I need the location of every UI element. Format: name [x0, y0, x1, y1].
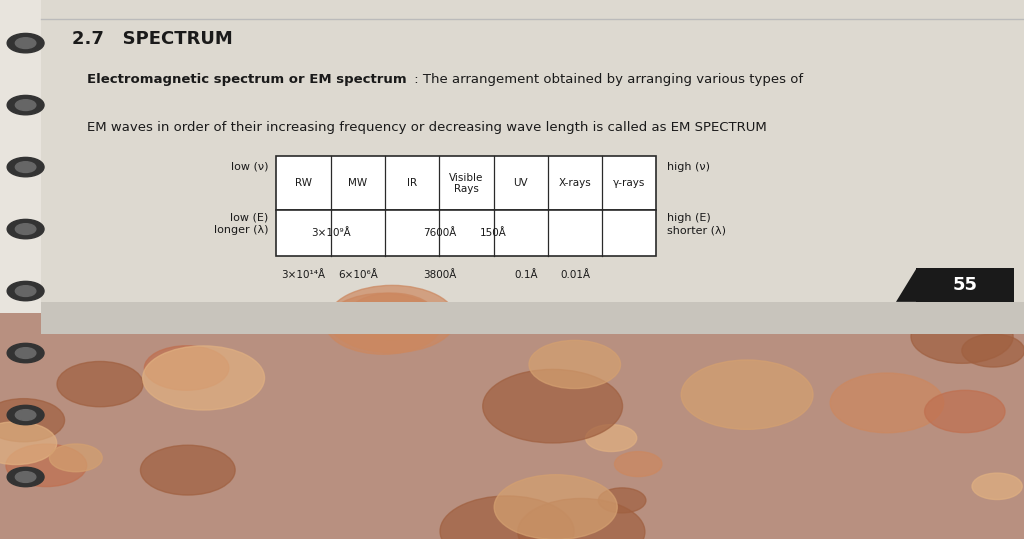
- Circle shape: [440, 496, 574, 539]
- Circle shape: [529, 341, 621, 389]
- Text: 7600Å: 7600Å: [423, 228, 456, 238]
- Text: high (ν): high (ν): [667, 162, 710, 172]
- Circle shape: [614, 452, 662, 476]
- Circle shape: [49, 444, 102, 472]
- Text: : The arrangement obtained by arranging various types of: : The arrangement obtained by arranging …: [410, 73, 803, 86]
- Bar: [276, 210, 656, 256]
- Circle shape: [598, 488, 646, 513]
- Circle shape: [15, 38, 36, 49]
- Circle shape: [495, 475, 617, 539]
- Text: 3×10¹⁴Å: 3×10¹⁴Å: [282, 270, 326, 280]
- Text: MW: MW: [348, 178, 368, 188]
- Circle shape: [962, 334, 1024, 367]
- Bar: [276, 156, 656, 210]
- Circle shape: [972, 473, 1022, 500]
- Circle shape: [7, 95, 44, 115]
- Circle shape: [140, 445, 236, 495]
- Text: Visible
Rays: Visible Rays: [450, 173, 483, 194]
- Text: IR: IR: [408, 178, 417, 188]
- Text: 150Å: 150Å: [480, 228, 507, 238]
- Circle shape: [15, 410, 36, 420]
- Circle shape: [7, 281, 44, 301]
- Circle shape: [0, 399, 65, 442]
- Circle shape: [7, 219, 44, 239]
- Circle shape: [830, 373, 944, 433]
- Circle shape: [518, 499, 645, 539]
- Circle shape: [15, 286, 36, 296]
- Bar: [41, 0, 1024, 313]
- Text: low (E): low (E): [230, 213, 268, 223]
- Circle shape: [7, 343, 44, 363]
- Text: X-rays: X-rays: [559, 178, 591, 188]
- Circle shape: [911, 309, 1013, 363]
- Circle shape: [7, 33, 44, 53]
- Circle shape: [6, 444, 87, 487]
- Text: 3800Å: 3800Å: [423, 270, 456, 280]
- Text: high (E): high (E): [667, 213, 711, 223]
- Circle shape: [326, 293, 441, 354]
- Circle shape: [15, 348, 36, 358]
- Circle shape: [328, 285, 456, 353]
- Bar: [41, 302, 1024, 334]
- Text: 0.01Å: 0.01Å: [560, 270, 590, 280]
- Text: γ-rays: γ-rays: [613, 178, 645, 188]
- Circle shape: [15, 162, 36, 172]
- Bar: [916, 268, 1014, 302]
- Circle shape: [347, 293, 436, 340]
- Circle shape: [57, 362, 143, 407]
- Text: longer (λ): longer (λ): [214, 225, 268, 236]
- Circle shape: [7, 467, 44, 487]
- Circle shape: [0, 421, 56, 465]
- Circle shape: [15, 100, 36, 110]
- Circle shape: [15, 472, 36, 482]
- Text: RW: RW: [295, 178, 312, 188]
- Bar: [0, 313, 1024, 539]
- Circle shape: [482, 369, 623, 443]
- Polygon shape: [896, 268, 916, 302]
- Circle shape: [7, 405, 44, 425]
- Circle shape: [15, 224, 36, 234]
- Text: shorter (λ): shorter (λ): [667, 225, 726, 236]
- Circle shape: [7, 157, 44, 177]
- Text: 0.1Å: 0.1Å: [514, 270, 538, 280]
- Circle shape: [586, 425, 637, 452]
- Circle shape: [142, 346, 264, 410]
- Text: 6×10⁶Å: 6×10⁶Å: [338, 270, 378, 280]
- Text: 2.7   SPECTRUM: 2.7 SPECTRUM: [72, 30, 232, 47]
- Text: UV: UV: [513, 178, 528, 188]
- Text: low (ν): low (ν): [230, 162, 268, 172]
- Circle shape: [925, 390, 1005, 433]
- Text: 3×10⁹Å: 3×10⁹Å: [311, 228, 350, 238]
- Circle shape: [681, 360, 813, 430]
- Circle shape: [144, 345, 228, 390]
- Text: EM waves in order of their increasing frequency or decreasing wave length is cal: EM waves in order of their increasing fr…: [87, 121, 767, 134]
- Text: Electromagnetic spectrum or EM spectrum: Electromagnetic spectrum or EM spectrum: [87, 73, 407, 86]
- Text: 55: 55: [952, 276, 978, 294]
